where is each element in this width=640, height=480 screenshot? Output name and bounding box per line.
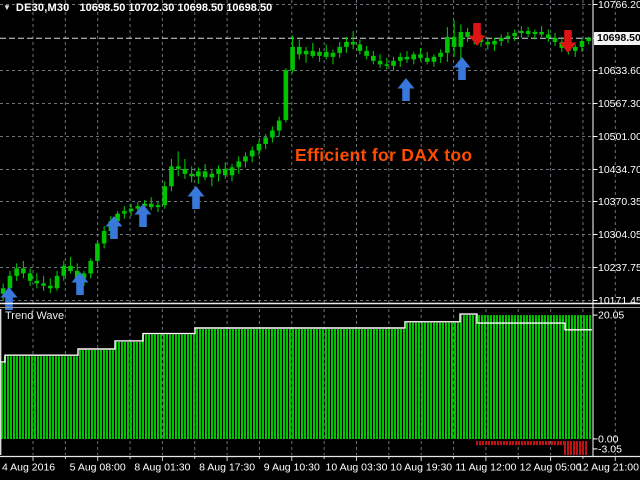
sell-arrow-icon[interactable] bbox=[559, 30, 577, 53]
price-axis[interactable]: 10766.20 10633.60 10567.30 10501.00 10434.70… bbox=[592, 0, 640, 307]
price-axis-label: 10237.75 bbox=[598, 262, 640, 274]
chart-title: ▼ DE30,M30 10698.50 10702.30 10698.50 10… bbox=[3, 1, 272, 14]
symbol-period-label: DE30,M30 bbox=[15, 1, 70, 14]
time-axis-label: 5 Aug 08:00 bbox=[70, 462, 126, 474]
buy-arrow-icon[interactable] bbox=[187, 186, 205, 209]
time-axis-label: 10 Aug 03:30 bbox=[326, 462, 388, 474]
buy-arrow-icon[interactable] bbox=[134, 204, 152, 227]
chart-text-annotation[interactable]: Efficient for DAX too bbox=[295, 145, 473, 165]
current-price-tag: 10698.50 bbox=[594, 31, 640, 45]
buy-arrow-icon[interactable] bbox=[105, 216, 123, 239]
time-axis-label: 12 Aug 05:00 bbox=[520, 462, 582, 474]
indicator-scale-label: -3.05 bbox=[598, 444, 622, 456]
indicator-name: Trend Wave bbox=[5, 310, 65, 322]
indicator-axis[interactable]: 20.05 0.00-3.05 bbox=[592, 310, 625, 456]
time-axis-label: 8 Aug 17:30 bbox=[199, 462, 255, 474]
price-axis-label: 10370.35 bbox=[598, 196, 640, 208]
price-axis-label: 10171.45 bbox=[598, 295, 640, 307]
ohlc-values: 10698.50 10702.30 10698.50 10698.50 bbox=[79, 1, 273, 14]
horizontal-gridlines bbox=[0, 4, 592, 301]
buy-arrow-icon[interactable] bbox=[71, 272, 89, 295]
sell-arrow-icon[interactable] bbox=[468, 23, 486, 46]
price-axis-label: 10766.20 bbox=[598, 0, 640, 11]
chart-dropdown-icon[interactable]: ▼ bbox=[3, 3, 11, 12]
pane-frame bbox=[0, 0, 640, 458]
buy-arrow-icon[interactable] bbox=[453, 57, 471, 80]
price-axis-label: 10304.05 bbox=[598, 229, 640, 241]
indicator-scale-label: 0.00 bbox=[598, 434, 619, 446]
buy-sell-arrows bbox=[0, 23, 577, 310]
price-axis-label: 10501.00 bbox=[598, 131, 640, 143]
time-axis[interactable]: 4 Aug 2016 5 Aug 08:00 8 Aug 01:30 8 Aug 17… bbox=[2, 457, 639, 474]
indicator-scale-label: 20.05 bbox=[598, 310, 624, 322]
buy-arrow-icon[interactable] bbox=[0, 287, 18, 310]
price-axis-label: 10567.30 bbox=[598, 98, 640, 110]
price-axis-label: 10434.70 bbox=[598, 164, 640, 176]
time-axis-label: 10 Aug 19:30 bbox=[390, 462, 452, 474]
time-axis-label: 8 Aug 01:30 bbox=[134, 462, 190, 474]
trend-wave-histogram bbox=[0, 313, 592, 455]
buy-arrow-icon[interactable] bbox=[397, 78, 415, 101]
time-axis-label: 4 Aug 2016 bbox=[2, 462, 55, 474]
price-axis-label: 10633.60 bbox=[598, 65, 640, 77]
candlesticks bbox=[0, 20, 592, 301]
time-axis-label: 9 Aug 10:30 bbox=[264, 462, 320, 474]
time-axis-label: 12 Aug 21:00 bbox=[577, 462, 639, 474]
trend-wave-line bbox=[0, 313, 592, 363]
time-axis-label: 11 Aug 12:00 bbox=[455, 462, 516, 474]
